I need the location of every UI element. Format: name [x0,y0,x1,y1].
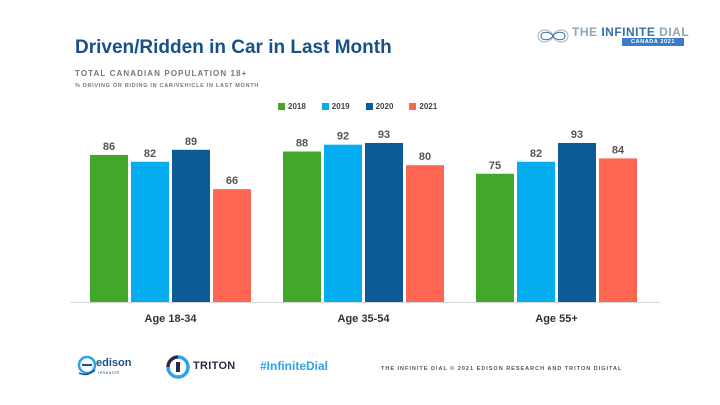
legend-swatch [321,103,329,110]
legend-swatch [365,103,373,110]
data-label: 80 [419,151,431,163]
data-label: 92 [337,131,349,143]
bar-2019-group-3 [517,161,555,302]
chart-description: % DRIVING OR RIDING IN CAR/VEHICLE IN LA… [75,83,259,89]
edison-wordmark-sub: research [98,370,120,375]
bar-2018-group-3 [476,173,514,302]
triton-wordmark: TRITON [193,360,236,372]
legend-item-2019: 2019 [321,102,350,111]
legend-label: 2020 [375,102,394,111]
bar-2019-group-2 [324,144,362,302]
bar-2018-group-1 [90,154,128,302]
legend-item-2018: 2018 [278,102,306,111]
logo-edition: CANADA 2021 [622,38,684,46]
infinite-dial-logo-mark [537,29,569,43]
category-label: Age 18-34 [145,313,198,325]
bar-2019-group-1 [131,161,169,302]
infinite-dial-logo-text: THE INFINITE DIAL [572,25,690,39]
bar-2020-group-1 [172,149,210,302]
chart-subtitle: TOTAL CANADIAN POPULATION 18+ [75,69,248,78]
category-label: Age 35-54 [338,313,391,325]
data-label: 84 [612,144,625,156]
triton-logo: TRITON [166,355,236,379]
legend-label: 2021 [419,102,438,111]
data-label: 75 [489,160,501,172]
legend-label: 2018 [288,102,306,111]
data-label: 88 [296,138,308,150]
legend-item-2021: 2021 [409,102,437,111]
data-label: 66 [226,175,238,187]
infinite-dial-logo: THE INFINITE DIAL CANADA 2021 [536,24,690,48]
bar-2021-group-3 [599,158,637,302]
data-label: 86 [103,141,115,153]
legend-label: 2019 [331,102,350,111]
legend-swatch [409,103,417,110]
data-label: 89 [185,136,197,148]
category-label: Age 55+ [535,313,578,325]
copyright-text: THE INFINITE DIAL © 2021 EDISON RESEARCH… [381,366,623,372]
bar-2020-group-2 [365,142,403,302]
bar-2021-group-2 [406,165,444,302]
legend-item-2020: 2020 [365,102,394,111]
chart-legend: 2018 2019 2020 2021 [278,102,437,111]
legend-swatch [278,103,285,110]
data-label: 82 [530,148,542,160]
page-title: Driven/Ridden in Car in Last Month [75,37,392,58]
bar-2020-group-3 [558,142,596,302]
data-label: 93 [378,129,390,141]
bar-2021-group-1 [213,189,251,302]
data-label: 82 [144,148,156,160]
edison-wordmark: edison [96,357,132,369]
edison-logo-icon [77,355,97,376]
edison-research-logo: edison research [76,351,140,379]
data-label: 93 [571,129,583,141]
bar-2018-group-2 [283,151,321,302]
triton-logo-icon [166,355,190,379]
hashtag-link[interactable]: #InfiniteDial [260,359,329,373]
